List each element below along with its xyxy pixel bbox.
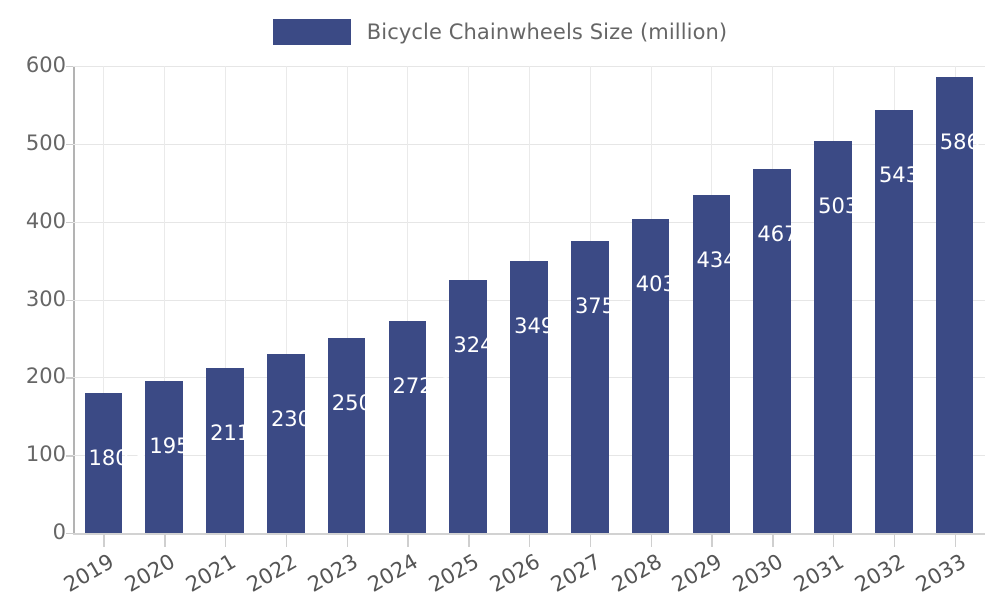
x-gridline bbox=[407, 66, 409, 533]
bar[interactable] bbox=[266, 353, 305, 533]
x-axis-tick-mark bbox=[589, 534, 592, 547]
bar-value-label: 503.7 bbox=[818, 193, 879, 218]
x-axis-tick-mark bbox=[833, 534, 835, 547]
y-axis-tick-label: 100 bbox=[25, 442, 66, 467]
y-axis-tick-mark bbox=[66, 143, 73, 146]
bar[interactable] bbox=[510, 261, 548, 533]
chart-legend: Bicycle Chainwheels Size (million) bbox=[0, 12, 1000, 52]
bar[interactable] bbox=[145, 381, 184, 533]
bar-value-label: 211.8 bbox=[210, 421, 271, 446]
x-axis-tick-label: 2027 bbox=[546, 549, 605, 597]
bar[interactable] bbox=[388, 320, 427, 533]
x-axis-tick-label: 2029 bbox=[668, 549, 727, 597]
legend-color-swatch bbox=[272, 19, 351, 45]
bar-value-label: 195.2 bbox=[149, 434, 210, 459]
x-axis-tick-mark bbox=[285, 534, 288, 547]
y-axis-tick-labels: 0 100 200 300 400 500 600 bbox=[0, 0, 66, 600]
bar-value-label: 250.5 bbox=[331, 391, 392, 416]
x-axis-tick-mark bbox=[468, 534, 470, 547]
x-gridline bbox=[225, 66, 226, 533]
x-gridline bbox=[346, 66, 348, 533]
bar[interactable] bbox=[84, 392, 123, 533]
bar-value-label: 230.1 bbox=[270, 406, 332, 431]
y-axis-tick-mark bbox=[66, 533, 73, 535]
x-axis-tick-label: 2032 bbox=[850, 549, 909, 597]
x-axis-tick-mark bbox=[650, 534, 652, 547]
legend-label: Bicycle Chainwheels Size (million) bbox=[366, 20, 728, 44]
bar-value-label: 403.5 bbox=[635, 271, 696, 296]
bar-value-label: 375.2 bbox=[574, 293, 636, 318]
bar-value-label: 349 bbox=[514, 314, 555, 339]
x-axis-tick-label: 2021 bbox=[181, 549, 240, 597]
bar[interactable] bbox=[692, 195, 731, 533]
x-axis-tick-label: 2028 bbox=[607, 549, 666, 597]
x-gridline bbox=[285, 66, 287, 533]
y-axis-tick-mark bbox=[66, 221, 73, 224]
y-axis-tick-mark bbox=[66, 66, 73, 68]
plot-clip: 180.5 195.2 211.8 230.1 250.5 272.9 324.6 349 37… bbox=[73, 66, 985, 533]
bar[interactable] bbox=[570, 240, 609, 533]
x-axis-tick-mark bbox=[346, 534, 348, 547]
x-gridline bbox=[103, 66, 105, 533]
x-axis-tick-mark bbox=[103, 534, 105, 547]
x-axis-tick-mark bbox=[407, 534, 409, 547]
y-axis-tick-mark bbox=[66, 455, 73, 457]
x-axis-tick-label: 2025 bbox=[424, 549, 484, 597]
y-axis-tick-label: 300 bbox=[25, 286, 66, 311]
x-gridline bbox=[164, 66, 166, 533]
y-axis-tick-label: 0 bbox=[52, 520, 66, 544]
bar[interactable] bbox=[631, 218, 670, 533]
bar[interactable] bbox=[327, 338, 366, 533]
bar-value-label: 543.2 bbox=[878, 163, 940, 188]
bar-value-label: 434.2 bbox=[696, 248, 757, 273]
x-axis-tick-label: 2033 bbox=[911, 549, 970, 597]
bar-value-label: 180.5 bbox=[88, 445, 149, 470]
bar[interactable] bbox=[753, 169, 792, 533]
x-axis-tick-mark bbox=[711, 534, 713, 547]
x-axis-line bbox=[73, 533, 985, 535]
x-axis-tick-mark bbox=[225, 534, 227, 547]
bar-value-label: 272.9 bbox=[392, 373, 453, 398]
x-axis-tick-mark bbox=[529, 534, 531, 547]
x-axis-tick-mark bbox=[772, 534, 774, 547]
x-axis-tick-label: 2019 bbox=[60, 549, 119, 597]
bar[interactable] bbox=[935, 76, 974, 533]
x-axis-tick-label: 2026 bbox=[485, 549, 544, 597]
x-axis-tick-label: 2030 bbox=[728, 549, 788, 597]
bar-value-label: 467.5 bbox=[757, 222, 818, 247]
y-axis-tick-mark bbox=[66, 299, 73, 301]
bar[interactable] bbox=[874, 110, 913, 533]
x-axis-tick-label: 2020 bbox=[120, 549, 180, 597]
x-axis-tick-label: 2022 bbox=[242, 549, 301, 597]
y-axis-tick-mark bbox=[66, 377, 73, 379]
bar[interactable] bbox=[814, 140, 852, 533]
bar[interactable] bbox=[449, 280, 488, 533]
x-axis-tick-mark bbox=[893, 534, 896, 547]
plot-area: 180.5 195.2 211.8 230.1 250.5 272.9 324.6 349 37… bbox=[73, 66, 985, 533]
x-axis-tick-mark bbox=[954, 534, 956, 547]
y-axis-tick-label: 600 bbox=[25, 53, 66, 77]
x-axis-tick-label: 2031 bbox=[789, 549, 848, 597]
x-axis-tick-label: 2024 bbox=[364, 549, 423, 597]
y-axis-tick-label: 200 bbox=[25, 364, 66, 389]
bar-value-label: 324.6 bbox=[453, 333, 514, 358]
y-axis-tick-label: 400 bbox=[25, 208, 66, 233]
bar-value-label: 586.5 bbox=[939, 129, 985, 154]
x-axis-tick-label: 2023 bbox=[303, 549, 362, 597]
x-axis-tick-mark bbox=[164, 534, 166, 547]
bar[interactable] bbox=[206, 368, 244, 533]
y-axis-tick-label: 500 bbox=[25, 130, 66, 155]
